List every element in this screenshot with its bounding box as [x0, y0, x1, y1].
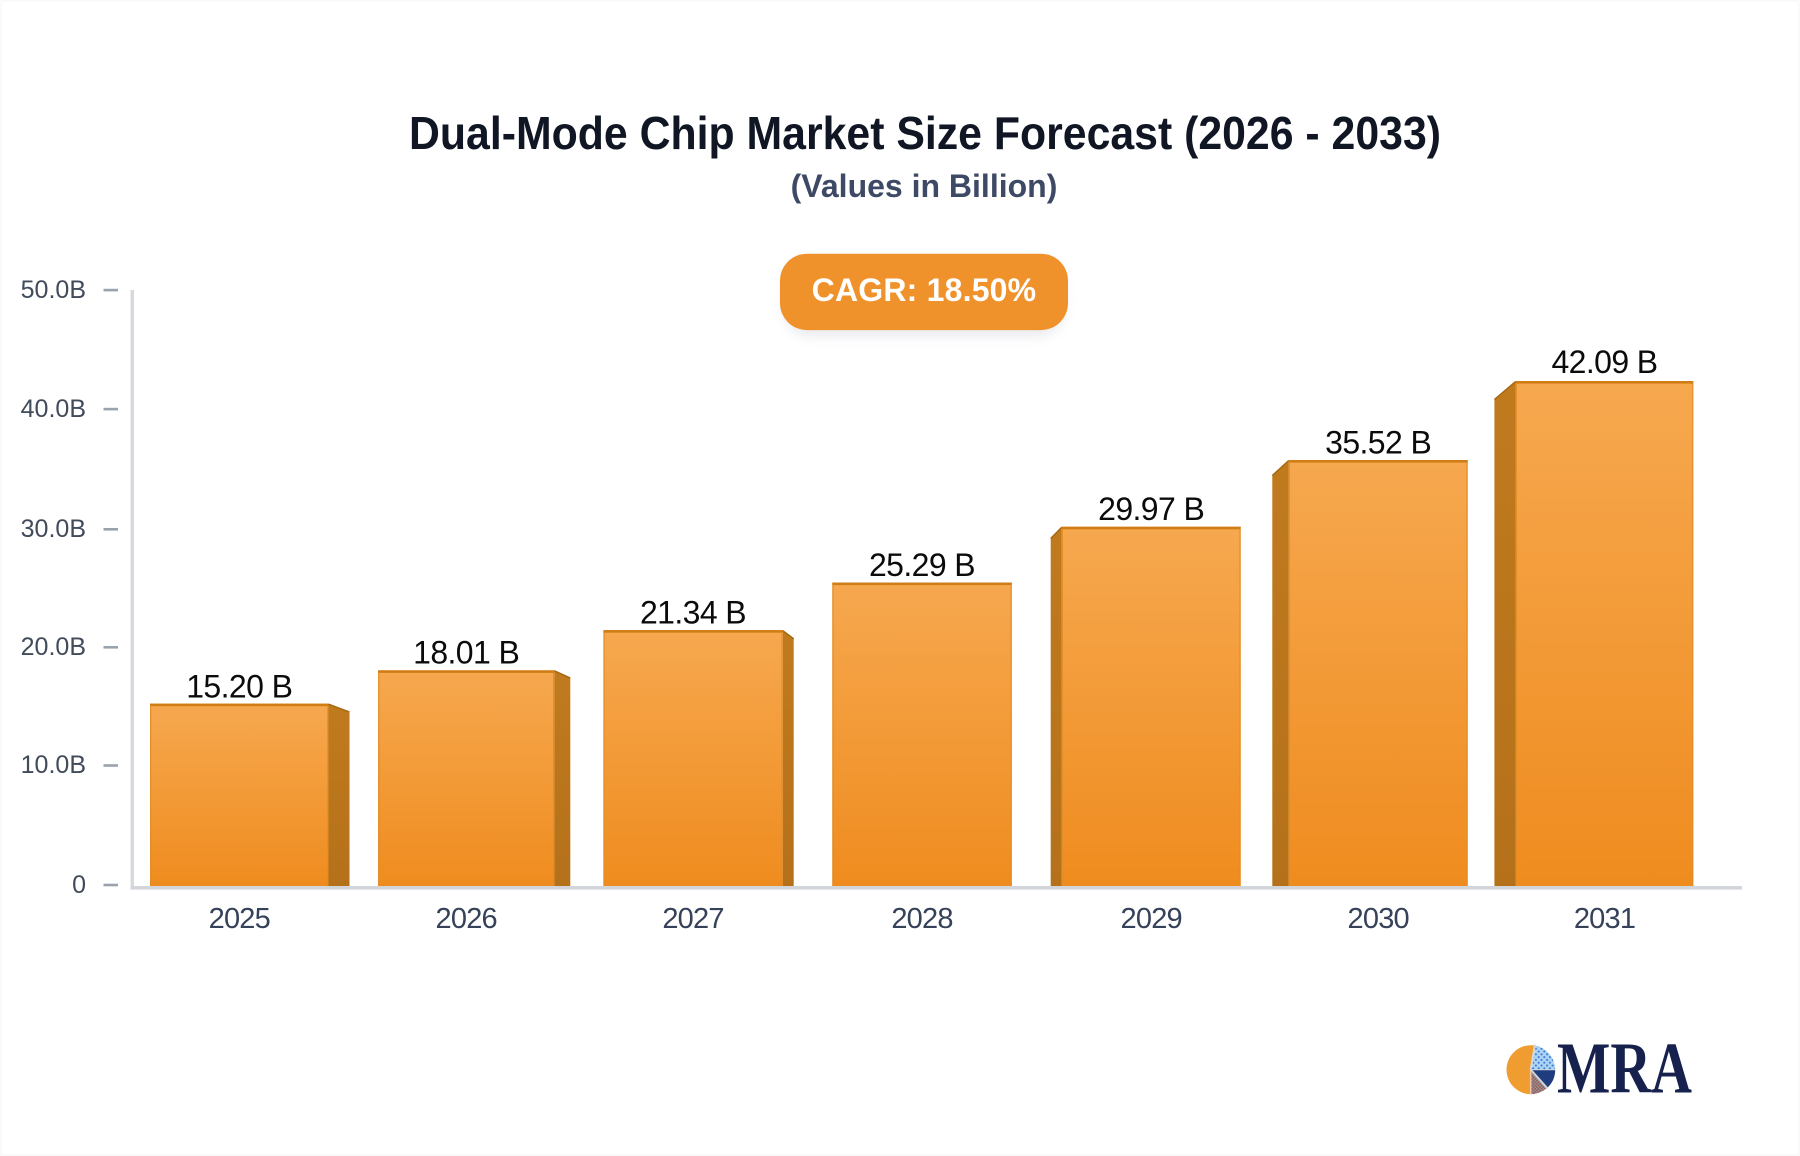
svg-text:29.97 B: 29.97 B: [1098, 491, 1204, 527]
svg-text:Dual-Mode Chip Market Size For: Dual-Mode Chip Market Size Forecast (202…: [409, 107, 1441, 159]
svg-text:(Values in Billion): (Values in Billion): [791, 168, 1058, 204]
svg-text:50.0B: 50.0B: [21, 276, 86, 304]
svg-text:2029: 2029: [1121, 903, 1182, 935]
svg-text:15.20 B: 15.20 B: [186, 669, 292, 705]
svg-text:2026: 2026: [436, 903, 497, 935]
svg-text:25.29 B: 25.29 B: [869, 547, 975, 583]
svg-text:2025: 2025: [209, 903, 270, 935]
svg-text:0: 0: [72, 871, 86, 899]
svg-text:42.09 B: 42.09 B: [1551, 344, 1657, 380]
svg-text:20.0B: 20.0B: [21, 633, 86, 661]
svg-text:21.34 B: 21.34 B: [640, 595, 746, 631]
svg-text:30.0B: 30.0B: [21, 515, 86, 543]
svg-text:2028: 2028: [891, 903, 952, 935]
svg-text:35.52 B: 35.52 B: [1325, 425, 1431, 461]
svg-text:40.0B: 40.0B: [21, 395, 86, 423]
svg-text:2030: 2030: [1348, 903, 1409, 935]
svg-text:2031: 2031: [1574, 903, 1635, 935]
svg-text:2027: 2027: [662, 903, 723, 935]
svg-text:18.01 B: 18.01 B: [413, 635, 519, 671]
svg-text:MRA: MRA: [1557, 1028, 1692, 1109]
svg-text:10.0B: 10.0B: [21, 751, 86, 779]
svg-text:CAGR: 18.50%: CAGR: 18.50%: [812, 272, 1037, 308]
